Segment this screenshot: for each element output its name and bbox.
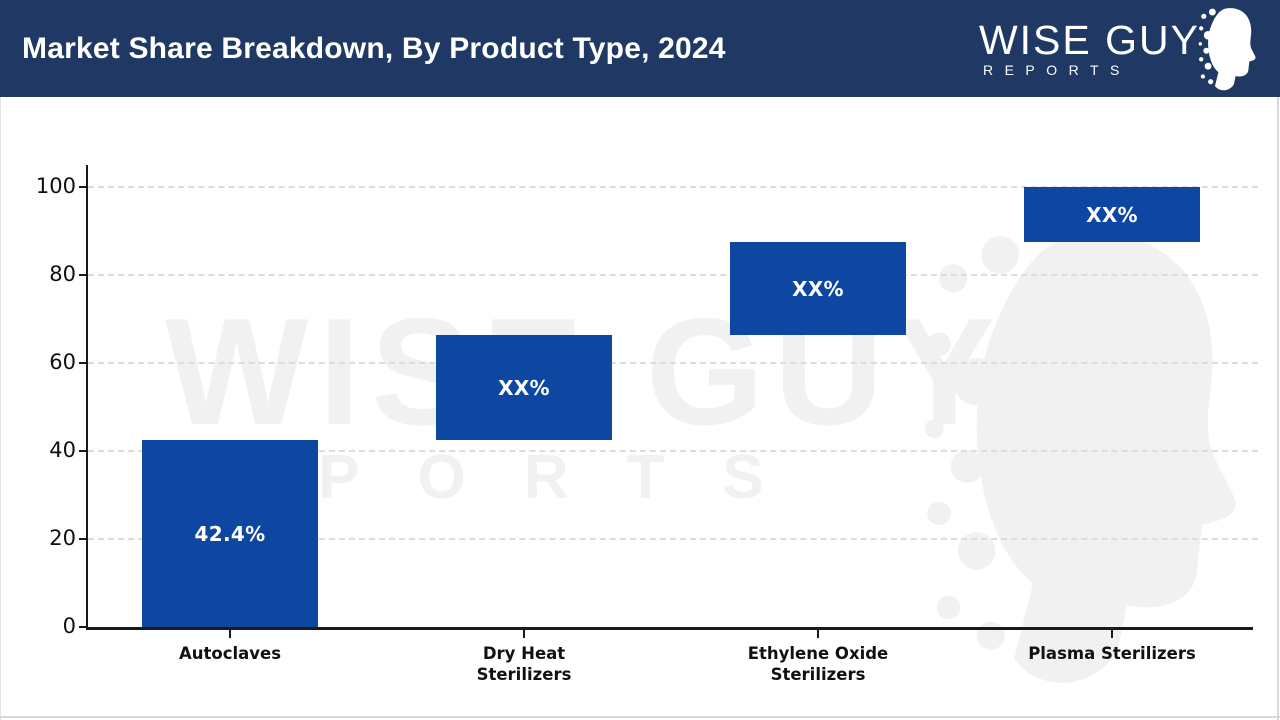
page-right-border (1277, 97, 1279, 720)
y-tick-label: 20 (49, 526, 76, 550)
gridline-60 (88, 362, 1258, 364)
y-tick-label: 0 (62, 614, 76, 638)
category-label-line: Autoclaves (178, 644, 282, 663)
page-left-border (0, 97, 1, 720)
x-tick-mark (1111, 630, 1113, 638)
category-label-line: Sterilizers (476, 665, 572, 684)
bar-4: XX% (1024, 187, 1200, 242)
category-label-3: Ethylene Oxide Sterilizers (693, 643, 943, 685)
category-label-1: Autoclaves (105, 643, 355, 664)
y-tick-label: 100 (35, 174, 76, 198)
category-label-line: Sterilizers (770, 665, 866, 684)
y-tick-mark (79, 362, 88, 364)
wiseguy-logo: WISE GUY REPORTS (979, 6, 1266, 92)
category-label-line: Plasma Sterilizers (1028, 644, 1196, 663)
header: Market Share Breakdown, By Product Type,… (0, 0, 1280, 97)
y-tick-mark (79, 274, 88, 276)
y-tick-mark (79, 186, 88, 188)
x-tick-mark (229, 630, 231, 638)
bar-value-label: XX% (792, 276, 844, 301)
y-tick-mark (79, 450, 88, 452)
x-tick-mark (817, 630, 819, 638)
bar-value-label: XX% (1086, 202, 1138, 227)
gridline-80 (88, 274, 1258, 276)
wiseguy-logo-name: WISE GUY (978, 17, 1200, 63)
bar-value-label: 42.4% (194, 521, 266, 546)
page-bottom-border (0, 716, 1280, 718)
category-label-4: Plasma Sterilizers (987, 643, 1237, 664)
watermark-text-line2: PORTS (318, 443, 822, 512)
y-tick-mark (79, 538, 88, 540)
y-tick-label: 60 (49, 350, 76, 374)
gridline-20 (88, 538, 1258, 540)
wiseguy-logo-subtitle: REPORTS (982, 62, 1131, 78)
category-label-line: Dry Heat (482, 644, 566, 663)
y-axis-line (86, 165, 88, 630)
wiseguy-logo-text: WISE GUY REPORTS (979, 19, 1200, 78)
gridline-100 (88, 186, 1258, 188)
bar-2: XX% (436, 335, 612, 441)
wiseguy-dotted-face-icon (1198, 7, 1256, 90)
watermark-dotted-face-icon (924, 233, 1236, 683)
bar-value-label: XX% (498, 375, 550, 400)
chart-title: Market Share Breakdown, By Product Type,… (22, 31, 726, 65)
gridline-40 (88, 450, 1258, 452)
x-axis-line (86, 627, 1253, 630)
y-tick-mark (79, 626, 88, 628)
chart-area: WISE GUY PORTS 0 20 40 60 80 100 42.4% XX% XX% XX… (0, 97, 1280, 720)
category-label-line: Ethylene Oxide (747, 644, 889, 663)
y-tick-label: 80 (49, 262, 76, 286)
x-tick-mark (523, 630, 525, 638)
bar-1: 42.4% (142, 440, 318, 627)
y-tick-label: 40 (49, 438, 76, 462)
category-label-2: Dry Heat Sterilizers (399, 643, 649, 685)
bar-3: XX% (730, 242, 906, 336)
